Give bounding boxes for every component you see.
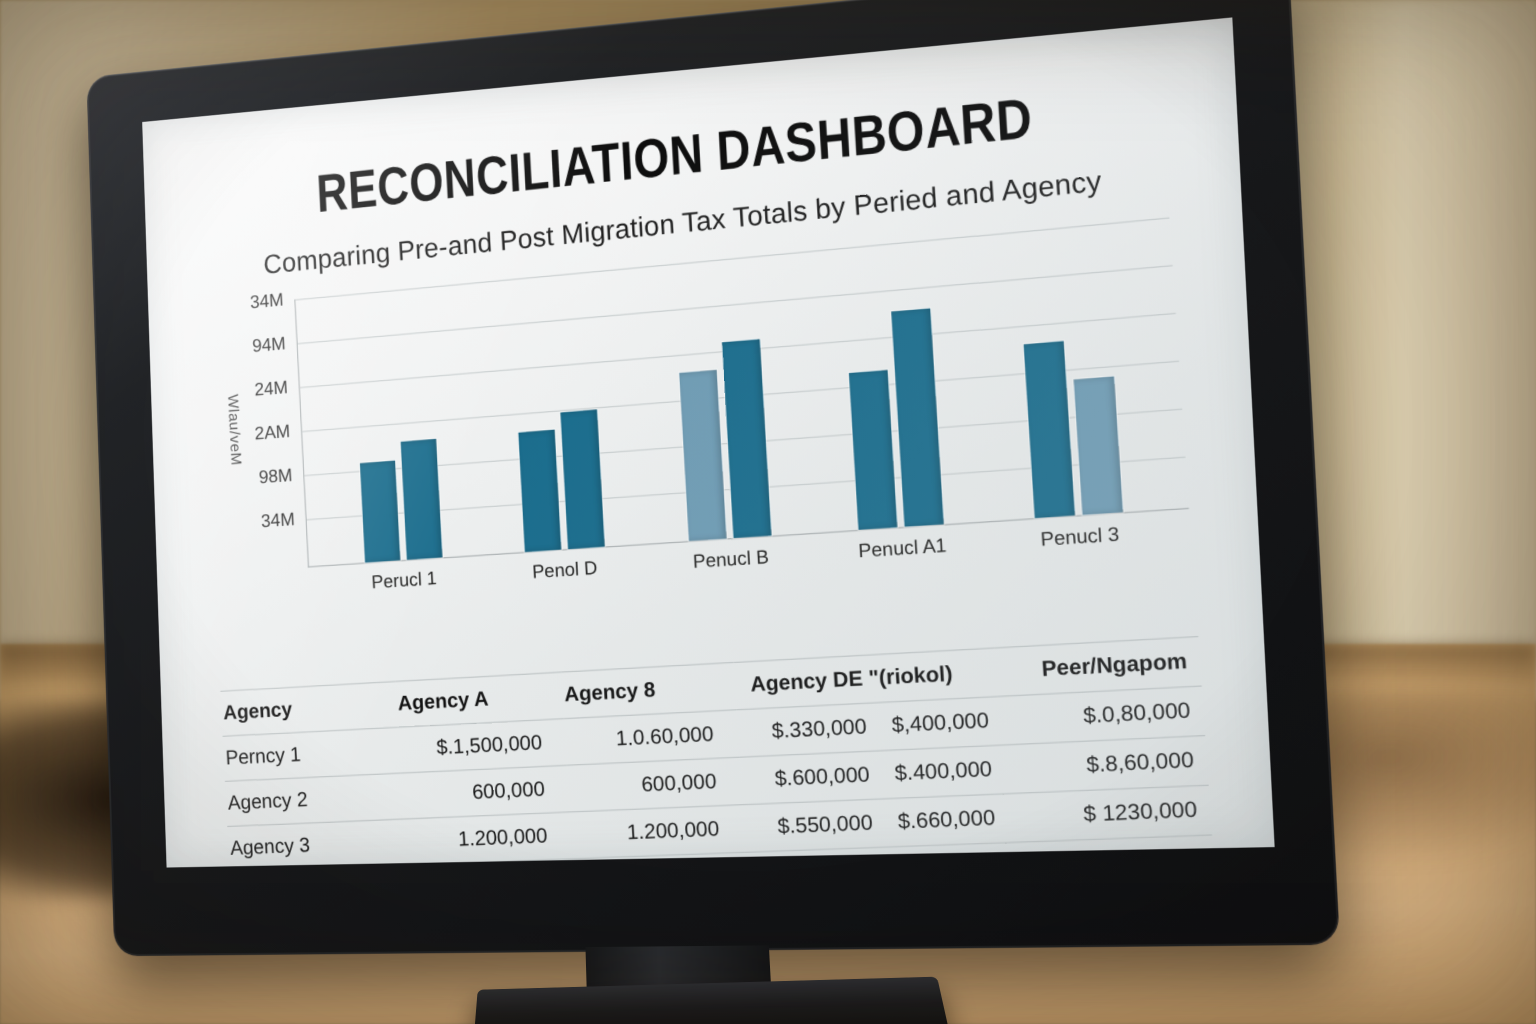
y-tick-label: 94M bbox=[251, 333, 287, 357]
cell-agency: Agency 3 bbox=[227, 819, 405, 868]
cell-agency-de-value-2: $.660,000 bbox=[897, 806, 996, 834]
bar-group bbox=[678, 339, 772, 542]
cell-agency-a: $.1,500,000 bbox=[397, 718, 567, 774]
cell-peer-ngapom: $.8,60,000 bbox=[1000, 735, 1209, 794]
cell-agency-a: 600,000 bbox=[399, 765, 570, 820]
data-table: Agency Agency A Agency 8 Agency DE "(rio… bbox=[220, 636, 1219, 868]
bar[interactable] bbox=[849, 369, 898, 530]
cell-agency: Perncy 1 bbox=[222, 727, 400, 782]
bar[interactable] bbox=[560, 409, 605, 550]
bar-group bbox=[1023, 337, 1123, 519]
cell-peer-ngapom: $ 1230,000 bbox=[1004, 785, 1212, 843]
bar[interactable] bbox=[1023, 341, 1075, 519]
bar-groups bbox=[295, 218, 1189, 567]
chart-plot-area bbox=[294, 217, 1189, 568]
bar[interactable] bbox=[679, 370, 727, 542]
cell-agency-8: 1.0.60,000 bbox=[563, 709, 739, 766]
x-axis-label: Penucl 3 bbox=[1039, 524, 1121, 551]
bar[interactable] bbox=[400, 438, 443, 560]
bar[interactable] bbox=[517, 429, 561, 553]
cell-agency-8: 600,000 bbox=[566, 757, 742, 813]
dashboard-page: RECONCILIATION DASHBOARD Comparing Pre-a… bbox=[142, 17, 1274, 868]
x-axis-label: Penucl A1 bbox=[857, 535, 948, 563]
x-axis-label: Penucl B bbox=[692, 546, 770, 573]
x-axis-label: Perucl 1 bbox=[371, 568, 438, 594]
x-axis-label: Penol D bbox=[531, 558, 599, 584]
reconciliation-table[interactable]: Agency Agency A Agency 8 Agency DE "(rio… bbox=[220, 636, 1219, 868]
bar[interactable] bbox=[1073, 376, 1123, 516]
cell-agency-8: 1.200,000 bbox=[569, 804, 745, 859]
y-axis-ticks: 34M 94M 24M 2AM 98M 34M bbox=[218, 290, 297, 573]
bar-group bbox=[359, 438, 443, 563]
bar[interactable] bbox=[721, 339, 772, 539]
monitor: RECONCILIATION DASHBOARD Comparing Pre-a… bbox=[86, 0, 1341, 1024]
cell-agency-de-value-1: $.330,000 bbox=[771, 715, 868, 744]
y-tick-label: 24M bbox=[253, 377, 289, 401]
y-tick-label: 2AM bbox=[254, 421, 291, 445]
monitor-screen[interactable]: RECONCILIATION DASHBOARD Comparing Pre-a… bbox=[142, 17, 1275, 868]
cell-agency-de-value-1: $.640,000 bbox=[755, 859, 877, 867]
cell-agency: Agency 2 bbox=[224, 773, 403, 827]
bar-group bbox=[846, 308, 945, 530]
cell-agency-de-value-2: $.830,000 bbox=[875, 855, 999, 868]
y-tick-label: 34M bbox=[249, 290, 285, 314]
bar-group bbox=[517, 409, 605, 553]
cell-agency-de-value-2: $,400,000 bbox=[891, 708, 990, 738]
y-tick-label: 98M bbox=[258, 465, 293, 489]
bar[interactable] bbox=[360, 460, 401, 563]
cell-agency-de-value-1: $.600,000 bbox=[774, 763, 871, 791]
cell-agency-a: 1.200,000 bbox=[402, 812, 572, 866]
cell-agency-de-value-1: $.550,000 bbox=[776, 811, 874, 839]
cell-agency-de-value-2: $.400,000 bbox=[894, 757, 993, 786]
bar[interactable] bbox=[891, 308, 945, 527]
monitor-bezel: RECONCILIATION DASHBOARD Comparing Pre-a… bbox=[86, 0, 1341, 957]
y-tick-label: 34M bbox=[260, 509, 296, 533]
wall-light-band bbox=[1330, 0, 1536, 700]
